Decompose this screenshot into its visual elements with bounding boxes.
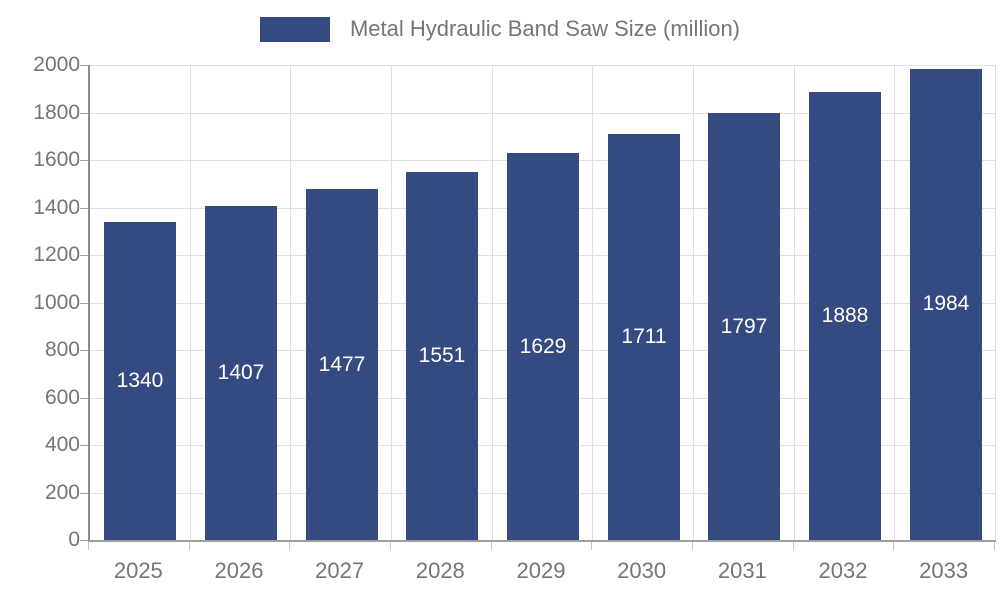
x-axis-tick-label: 2025 [113, 558, 163, 583]
bar-value-label: 1888 [821, 303, 869, 327]
x-axis-tick-mark [994, 542, 995, 550]
y-axis-tick-mark [80, 65, 88, 66]
x-axis-tick-mark [88, 542, 89, 550]
y-axis-tick-label: 400 [44, 433, 80, 456]
bar-2027[interactable]: 1477 [306, 189, 378, 540]
x-axis-tick-label: 2029 [516, 558, 566, 583]
x-axis-tick-mark [490, 542, 492, 550]
vertical-gridline [391, 65, 392, 540]
vertical-gridline [995, 65, 996, 540]
y-axis-tick-label: 1400 [33, 195, 80, 219]
bar-value-label: 1407 [217, 360, 265, 384]
x-axis-tick-mark [289, 542, 291, 550]
y-axis-tick-label: 2000 [33, 53, 80, 76]
y-axis-tick-mark [80, 302, 88, 304]
bar-value-label: 1477 [318, 352, 366, 376]
bar-2031[interactable]: 1797 [708, 113, 780, 540]
y-axis-tick-label: 600 [44, 385, 80, 409]
y-axis-tick-mark [80, 492, 88, 494]
x-axis-tick-label: 2031 [717, 558, 767, 583]
x-axis-tick-label: 2028 [415, 558, 465, 583]
y-axis-tick-label: 1600 [33, 148, 80, 171]
horizontal-gridline [90, 65, 996, 66]
y-axis-tick-label: 1800 [33, 100, 80, 124]
plot-area: 1340 1407 1477 1551 1629 1711 1797 1888 1984 [88, 65, 996, 542]
y-axis-tick-mark [80, 540, 88, 541]
y-axis-tick-label: 0 [68, 528, 80, 551]
x-axis-tick-mark [893, 542, 895, 550]
bar-2028[interactable]: 1551 [406, 171, 478, 540]
y-axis-tick-label: 800 [44, 338, 80, 361]
horizontal-gridline [90, 112, 996, 114]
x-axis-tick-mark [188, 542, 190, 550]
y-axis-tick-mark [80, 160, 88, 161]
y-axis-tick-label: 1200 [33, 243, 80, 266]
x-axis-tick-label: 2033 [919, 558, 969, 583]
legend-swatch [259, 16, 330, 42]
vertical-gridline [592, 65, 594, 540]
x-axis-tick-mark [792, 542, 794, 550]
y-axis-tick-mark [80, 397, 88, 399]
bar-value-label: 1551 [418, 343, 466, 367]
y-axis-tick-label: 200 [44, 480, 80, 504]
y-axis-tick-mark [80, 112, 88, 114]
x-axis-tick-label: 2032 [818, 558, 868, 583]
bar-2026[interactable]: 1407 [205, 205, 277, 540]
x-axis-tick-mark [692, 542, 693, 550]
vertical-gridline [693, 65, 694, 540]
bar-2033[interactable]: 1984 [910, 68, 982, 540]
x-axis-tick-mark [390, 542, 391, 550]
y-axis-tick-label: 1000 [33, 290, 80, 314]
x-axis-tick-label: 2027 [315, 558, 365, 583]
x-axis-tick-label: 2026 [214, 558, 264, 583]
bar-2030[interactable]: 1711 [608, 133, 680, 540]
vertical-gridline [290, 65, 292, 540]
x-axis-tick-label: 2030 [617, 558, 667, 583]
x-axis-tick-mark [591, 542, 593, 550]
vertical-gridline [793, 65, 795, 540]
bar-2025[interactable]: 1340 [104, 221, 176, 540]
vertical-gridline [189, 65, 191, 540]
bar-value-label: 1629 [519, 334, 567, 358]
y-axis-tick-mark [80, 207, 88, 209]
y-axis-tick-mark [80, 350, 88, 351]
y-axis-tick-mark [80, 255, 88, 256]
vertical-gridline [894, 65, 896, 540]
y-axis-tick-mark [80, 445, 88, 446]
chart-legend[interactable]: Metal Hydraulic Band Saw Size (million) [0, 16, 1000, 42]
bar-2029[interactable]: 1629 [507, 153, 579, 540]
legend-label: Metal Hydraulic Band Saw Size (million) [349, 16, 741, 41]
bar-2032[interactable]: 1888 [809, 91, 881, 540]
bar-value-label: 1984 [922, 292, 970, 316]
bar-value-label: 1340 [116, 368, 164, 392]
vertical-gridline [491, 65, 493, 540]
bar-value-label: 1711 [621, 324, 667, 348]
bar-value-label: 1797 [720, 314, 768, 338]
